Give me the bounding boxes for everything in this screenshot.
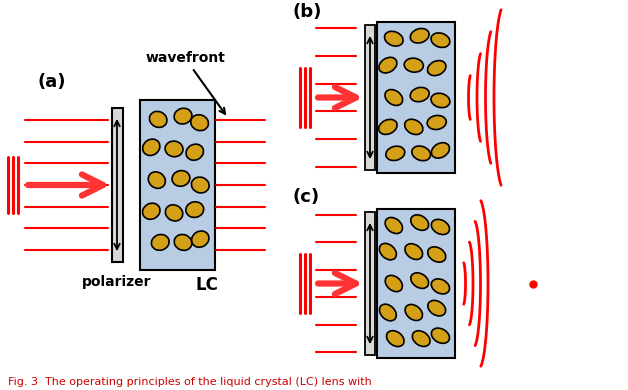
- Text: polarizer: polarizer: [82, 275, 152, 289]
- Ellipse shape: [172, 170, 190, 186]
- Ellipse shape: [385, 90, 403, 105]
- Ellipse shape: [384, 31, 403, 46]
- Bar: [365, 212, 375, 355]
- Ellipse shape: [165, 205, 183, 221]
- Ellipse shape: [428, 300, 446, 316]
- Text: (a): (a): [38, 73, 66, 91]
- Ellipse shape: [379, 304, 396, 321]
- Ellipse shape: [385, 218, 403, 234]
- Ellipse shape: [143, 203, 160, 219]
- Ellipse shape: [431, 93, 450, 108]
- Ellipse shape: [148, 172, 165, 188]
- Ellipse shape: [151, 234, 169, 250]
- Ellipse shape: [404, 119, 423, 135]
- Ellipse shape: [405, 244, 423, 259]
- Ellipse shape: [385, 275, 403, 292]
- Ellipse shape: [428, 60, 446, 76]
- Text: (b): (b): [293, 3, 322, 21]
- Ellipse shape: [174, 108, 192, 124]
- Ellipse shape: [379, 243, 396, 260]
- Ellipse shape: [410, 28, 429, 43]
- Bar: [365, 25, 375, 170]
- Ellipse shape: [192, 231, 209, 247]
- Ellipse shape: [386, 331, 404, 347]
- Text: Fig. 3  The operating principles of the liquid crystal (LC) lens with: Fig. 3 The operating principles of the l…: [8, 377, 372, 387]
- Ellipse shape: [143, 139, 160, 156]
- Bar: [112, 108, 122, 262]
- Ellipse shape: [379, 119, 397, 135]
- Ellipse shape: [411, 215, 429, 230]
- Ellipse shape: [412, 146, 431, 161]
- Ellipse shape: [186, 202, 203, 218]
- Ellipse shape: [174, 234, 192, 250]
- Ellipse shape: [428, 247, 446, 262]
- Ellipse shape: [431, 328, 450, 343]
- Ellipse shape: [431, 220, 450, 234]
- Ellipse shape: [186, 144, 203, 160]
- Ellipse shape: [410, 87, 429, 102]
- Ellipse shape: [386, 146, 405, 161]
- Ellipse shape: [404, 58, 423, 72]
- Text: LC: LC: [195, 276, 219, 294]
- Ellipse shape: [165, 141, 183, 157]
- Bar: [377, 22, 455, 173]
- Ellipse shape: [379, 57, 397, 73]
- Ellipse shape: [427, 115, 447, 129]
- Ellipse shape: [431, 143, 450, 158]
- Ellipse shape: [431, 33, 450, 48]
- Ellipse shape: [431, 279, 450, 294]
- Text: (c): (c): [293, 188, 320, 206]
- Ellipse shape: [149, 112, 167, 128]
- Text: wavefront: wavefront: [145, 51, 225, 114]
- Ellipse shape: [192, 177, 209, 193]
- Bar: [377, 209, 455, 358]
- Bar: [140, 100, 215, 270]
- Ellipse shape: [191, 115, 208, 131]
- Ellipse shape: [413, 331, 430, 346]
- Ellipse shape: [405, 305, 423, 321]
- Ellipse shape: [411, 273, 428, 288]
